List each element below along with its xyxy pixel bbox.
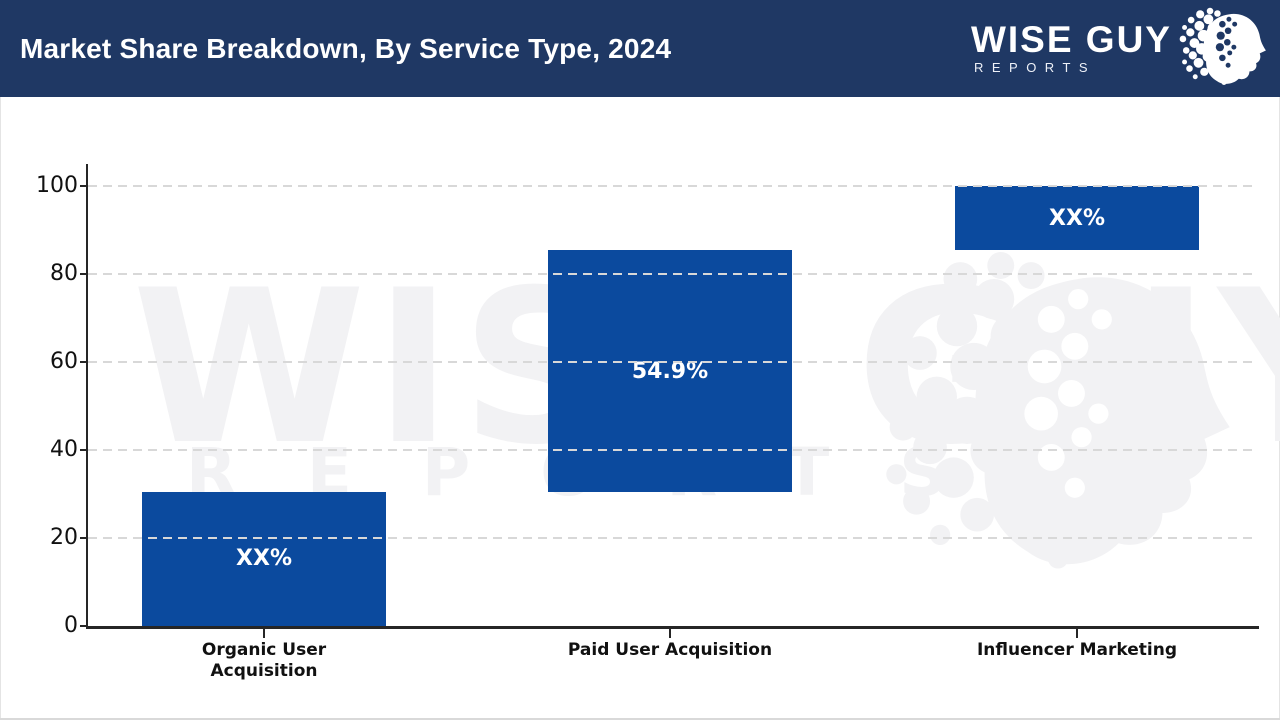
gridline-20 [88, 537, 1257, 539]
y-tick-60 [80, 361, 88, 363]
y-axis-label-0: 0 [64, 613, 78, 638]
logo-wordmark: WISE GUY [970, 18, 1172, 60]
logo-face-icon [1179, 7, 1266, 85]
x-axis-label-0: Organic User Acquisition [201, 640, 327, 682]
y-axis-label-100: 100 [36, 173, 78, 198]
x-tick-1 [669, 629, 671, 638]
y-axis-label-80: 80 [50, 261, 78, 286]
y-tick-100 [80, 185, 88, 187]
y-tick-80 [80, 273, 88, 275]
logo-subtext: REPORTS [973, 60, 1097, 76]
y-tick-40 [80, 449, 88, 451]
bar-0: XX% [142, 491, 386, 626]
logo-text: WISE GUY REPORTS [970, 18, 1172, 76]
y-tick-0 [80, 625, 88, 627]
gridline-100 [88, 185, 1257, 187]
bar-2: XX% [955, 186, 1199, 251]
y-tick-20 [80, 537, 88, 539]
bar-value-label-0: XX% [236, 546, 292, 572]
bar-1: 54.9% [548, 250, 792, 492]
x-tick-0 [263, 629, 265, 638]
x-axis-label-1: Paid User Acquisition [567, 640, 773, 660]
header-bar: Market Share Breakdown, By Service Type,… [0, 0, 1280, 97]
gridline-60 [88, 361, 1257, 363]
x-axis-label-2: Influencer Marketing [976, 640, 1178, 660]
page-title: Market Share Breakdown, By Service Type,… [20, 32, 672, 64]
x-axis-line [86, 626, 1259, 629]
brand-logo: WISE GUY REPORTS [971, 4, 1270, 92]
y-axis-label-20: 20 [50, 525, 78, 550]
gridline-40 [88, 449, 1257, 451]
bar-value-label-2: XX% [1049, 205, 1105, 231]
x-tick-2 [1076, 629, 1078, 638]
y-axis-label-40: 40 [50, 437, 78, 462]
y-axis-line [86, 164, 88, 629]
y-axis-label-60: 60 [50, 349, 78, 374]
gridline-80 [88, 273, 1257, 275]
